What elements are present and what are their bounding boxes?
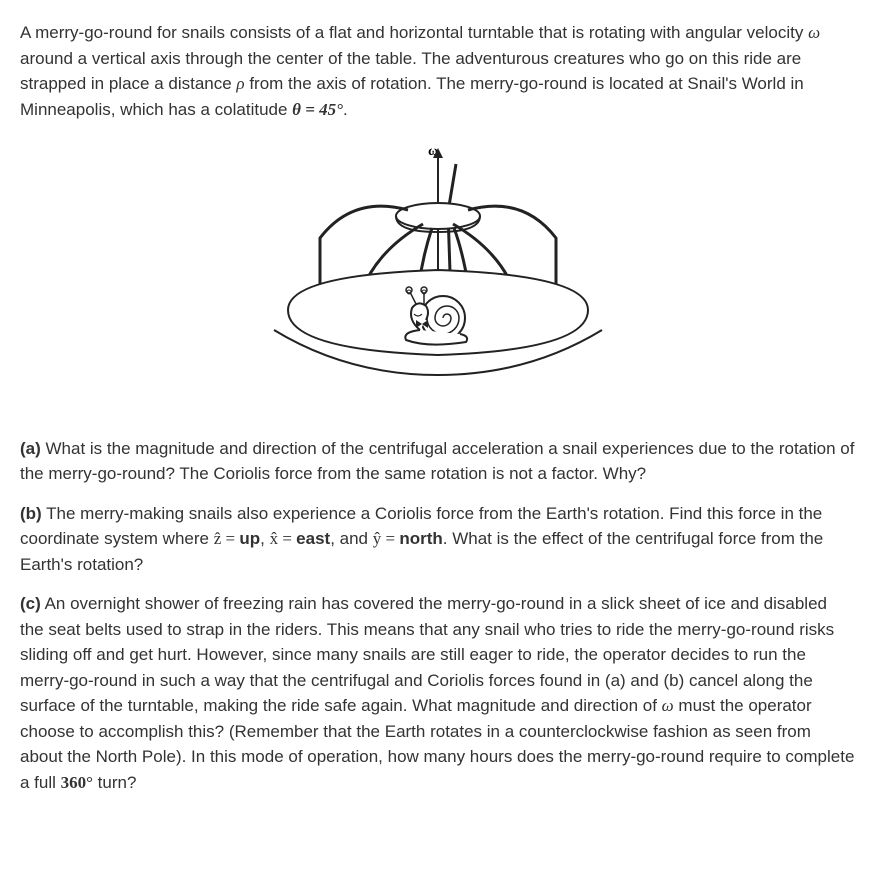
rho-var: ρ [236,74,244,93]
intro-paragraph: A merry-go-round for snails consists of … [20,20,855,122]
up-dir: up [239,529,260,548]
omega-var: ω [808,23,820,42]
zhat: ẑ = [214,529,240,548]
part-a-paragraph: (a) What is the magnitude and direction … [20,436,855,487]
yhat: ŷ = [373,529,400,548]
xhat: x̂ = [270,529,297,548]
angle-360: 360° [61,773,93,792]
merry-go-round-svg: ω [258,140,618,410]
intro-text-4: . [343,100,348,119]
part-c-label: (c) [20,594,41,613]
comma-and: , and [330,529,373,548]
part-a-label: (a) [20,439,41,458]
part-a-text: What is the magnitude and direction of t… [20,439,854,484]
part-c-paragraph: (c) An overnight shower of freezing rain… [20,591,855,795]
part-b-paragraph: (b) The merry-making snails also experie… [20,501,855,578]
omega-c: ω [662,696,674,715]
theta-equation: θ = 45° [292,100,343,119]
merry-go-round-figure: ω [20,140,855,418]
part-b-label: (b) [20,504,42,523]
north-dir: north [399,529,442,548]
intro-text-1: A merry-go-round for snails consists of … [20,23,808,42]
east-dir: east [296,529,330,548]
comma1: , [260,529,269,548]
part-c-text-3: turn? [93,773,136,792]
